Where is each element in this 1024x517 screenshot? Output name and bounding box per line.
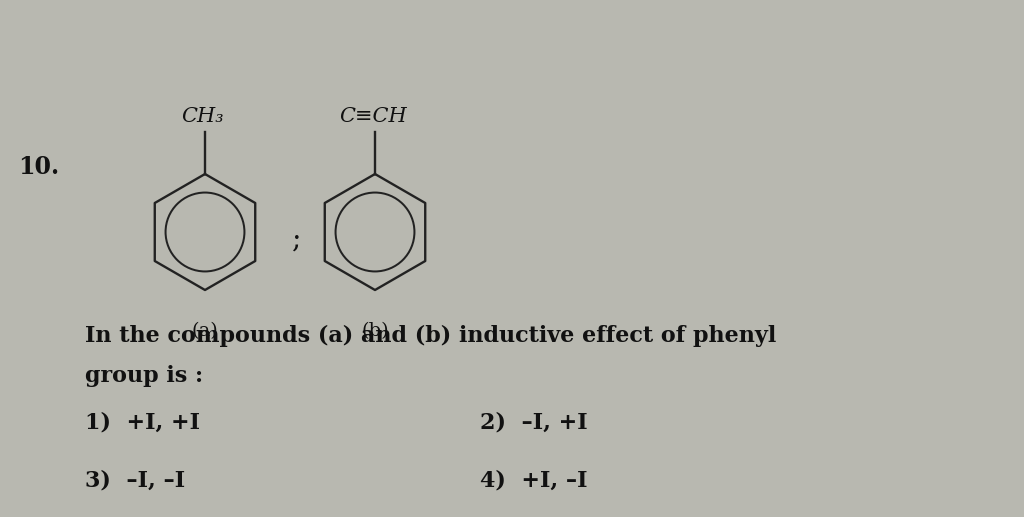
Text: 2)  –I, +I: 2) –I, +I: [480, 412, 588, 434]
Text: 1)  +I, +I: 1) +I, +I: [85, 412, 200, 434]
Text: 3)  –I, –I: 3) –I, –I: [85, 469, 185, 491]
Text: CH₃: CH₃: [181, 107, 224, 126]
Text: C≡CH: C≡CH: [339, 107, 407, 126]
Text: (a): (a): [191, 322, 218, 340]
Text: 4)  +I, –I: 4) +I, –I: [480, 469, 588, 491]
Text: group is :: group is :: [85, 365, 203, 387]
Text: ;: ;: [292, 226, 302, 253]
Text: 10.: 10.: [18, 155, 59, 179]
Text: In the compounds (a) and (b) inductive effect of phenyl: In the compounds (a) and (b) inductive e…: [85, 325, 776, 347]
Text: (b): (b): [361, 322, 389, 340]
